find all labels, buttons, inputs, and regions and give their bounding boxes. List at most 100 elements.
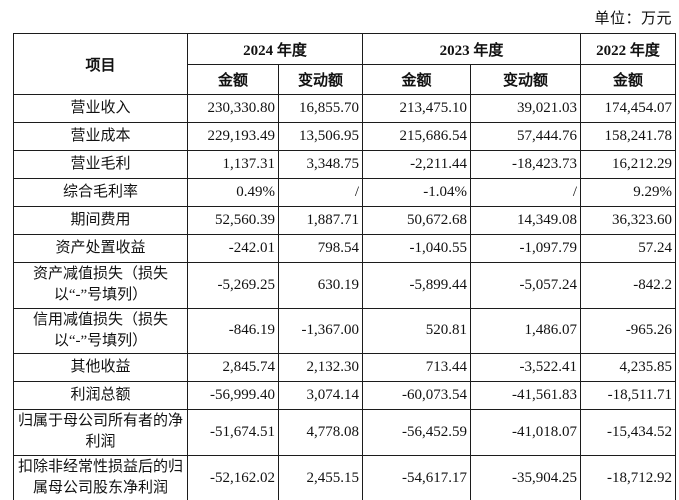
row-label-cell: 营业毛利 (13, 150, 188, 179)
table-body: 营业收入 230,330.80 16,855.70 213,475.10 39,021.… (13, 94, 677, 500)
row-label-cell: 资产处置收益 (13, 234, 188, 263)
amount-2022-cell: 158,241.78 (580, 122, 677, 151)
amount-2023-cell: 215,686.54 (362, 122, 472, 151)
change-2024-cell: 2,132.30 (277, 353, 364, 383)
table-row: 其他收益 2,845.74 2,132.30 713.44 -3,522.41 4,235… (13, 353, 677, 383)
unit-label: 单位：万元 (594, 11, 672, 27)
amount-2022-cell: -842.2 (580, 262, 677, 309)
amount-2023-cell: -1.04% (362, 178, 472, 207)
amount-2022-cell: -965.26 (580, 307, 677, 355)
change-2023-cell: -35,904.25 (470, 454, 582, 500)
row-label-cell: 营业收入 (13, 94, 188, 123)
amount-2024-cell: 230,330.80 (187, 94, 279, 123)
header-year-2024: 2024 年度 (186, 33, 364, 65)
amount-2023-cell: 520.81 (362, 307, 472, 355)
table-header: 项目 2024 年度 2023 年度 2022 年度 金额 变动额 金额 变动额… (13, 33, 677, 95)
row-label-cell: 其他收益 (13, 353, 188, 383)
amount-2023-cell: 713.44 (362, 353, 472, 383)
row-label-cell: 资产减值损失（损失以“-”号填列） (13, 262, 188, 309)
change-2024-cell: 630.19 (277, 262, 364, 309)
change-2024-cell: 13,506.95 (277, 122, 364, 151)
header-change-2024: 变动额 (277, 64, 364, 95)
change-2023-cell: -1,097.79 (470, 234, 582, 263)
amount-2024-cell: -51,674.51 (187, 409, 279, 456)
change-2024-cell: 3,348.75 (277, 150, 364, 179)
amount-2024-cell: 0.49% (187, 178, 279, 207)
row-label-cell: 归属于母公司所有者的净利润 (13, 409, 188, 456)
amount-2024-cell: 1,137.31 (187, 150, 279, 179)
amount-2022-cell: -18,712.92 (580, 454, 677, 500)
change-2024-cell: 1,887.71 (277, 206, 364, 235)
change-2023-cell: / (470, 178, 582, 207)
amount-2023-cell: 50,672.68 (362, 206, 472, 235)
header-year-2022: 2022 年度 (580, 33, 677, 65)
table-row: 归属于母公司所有者的净利润 -51,674.51 4,778.08 -56,452.5… (13, 409, 677, 456)
row-label-cell: 信用减值损失（损失以“-”号填列） (13, 307, 188, 355)
row-label-cell: 营业成本 (13, 122, 188, 151)
change-2023-cell: 39,021.03 (470, 94, 582, 123)
table-row: 营业成本 229,193.49 13,506.95 215,686.54 57,444.… (13, 122, 677, 151)
row-label-cell: 扣除非经常性损益后的归属母公司股东净利润 (13, 454, 188, 500)
header-row-years: 项目 2024 年度 2023 年度 2022 年度 (13, 33, 677, 95)
table-row: 信用减值损失（损失以“-”号填列） -846.19 -1,367.00 520.81 1… (13, 307, 677, 355)
amount-2024-cell: -846.19 (187, 307, 279, 355)
change-2023-cell: -18,423.73 (470, 150, 582, 179)
amount-2023-cell: -60,073.54 (362, 381, 472, 411)
amount-2023-cell: -1,040.55 (362, 234, 472, 263)
row-label-cell: 利润总额 (13, 381, 188, 411)
change-2024-cell: / (277, 178, 364, 207)
change-2023-cell: -41,561.83 (470, 381, 582, 411)
change-2023-cell: 14,349.08 (470, 206, 582, 235)
header-year-2023: 2023 年度 (362, 33, 582, 65)
amount-2022-cell: -15,434.52 (580, 409, 677, 456)
table-row: 综合毛利率 0.49% / -1.04%/9.29% (13, 178, 677, 207)
amount-2024-cell: -242.01 (187, 234, 279, 263)
amount-2022-cell: 174,454.07 (580, 94, 677, 123)
change-2024-cell: 798.54 (277, 234, 364, 263)
amount-2022-cell: 16,212.29 (580, 150, 677, 179)
table-row: 资产减值损失（损失以“-”号填列） -5,269.25 630.19 -5,899.4… (13, 262, 677, 309)
change-2024-cell: 4,778.08 (277, 409, 364, 456)
change-2024-cell: 16,855.70 (277, 94, 364, 123)
amount-2022-cell: 36,323.60 (580, 206, 677, 235)
amount-2024-cell: 229,193.49 (187, 122, 279, 151)
amount-2022-cell: 57.24 (580, 234, 677, 263)
header-row-measures: 金额 变动额 金额 变动额 金额 (14, 64, 677, 95)
amount-2024-cell: 2,845.74 (187, 353, 279, 383)
table-row: 资产处置收益 -242.01 798.54 -1,040.55 -1,097.79 57.… (13, 234, 677, 263)
row-label-cell: 综合毛利率 (13, 178, 188, 207)
change-2023-cell: 57,444.76 (470, 122, 582, 151)
header-amount-2024: 金额 (187, 64, 279, 95)
change-2023-cell: -3,522.41 (470, 353, 582, 383)
table-row: 扣除非经常性损益后的归属母公司股东净利润 -52,162.02 2,455.15 -5… (13, 454, 677, 500)
amount-2024-cell: 52,560.39 (187, 206, 279, 235)
amount-2023-cell: -5,899.44 (362, 262, 472, 309)
change-2024-cell: 2,455.15 (277, 454, 364, 500)
header-amount-2022: 金额 (580, 64, 677, 95)
amount-2023-cell: -2,211.44 (362, 150, 472, 179)
amount-2024-cell: -56,999.40 (187, 381, 279, 411)
amount-2024-cell: -52,162.02 (187, 454, 279, 500)
header-amount-2023: 金额 (362, 64, 472, 95)
header-change-2023: 变动额 (470, 64, 582, 95)
amount-2023-cell: -54,617.17 (362, 454, 472, 500)
amount-2024-cell: -5,269.25 (187, 262, 279, 309)
financial-table: 项目 2024 年度 2023 年度 2022 年度 金额 变动额 金额 变动额… (13, 33, 677, 500)
amount-2023-cell: -56,452.59 (362, 409, 472, 456)
change-2023-cell: -41,018.07 (470, 409, 582, 456)
table-row: 营业毛利 1,137.31 3,348.75 -2,211.44 -18,423.73 1… (13, 150, 677, 179)
table-row: 期间费用 52,560.39 1,887.71 50,672.68 14,349.08 3… (13, 206, 677, 235)
row-label-cell: 期间费用 (13, 206, 188, 235)
amount-2022-cell: 4,235.85 (580, 353, 677, 383)
amount-2023-cell: 213,475.10 (362, 94, 472, 123)
change-2023-cell: -5,057.24 (470, 262, 582, 309)
amount-2022-cell: -18,511.71 (580, 381, 677, 411)
table-row: 利润总额 -56,999.40 3,074.14 -60,073.54 -41,561.… (13, 381, 677, 411)
header-item: 项目 (13, 33, 188, 95)
table-row: 营业收入 230,330.80 16,855.70 213,475.10 39,021.… (13, 94, 677, 123)
amount-2022-cell: 9.29% (580, 178, 677, 207)
change-2024-cell: 3,074.14 (277, 381, 364, 411)
change-2023-cell: 1,486.07 (470, 307, 582, 355)
change-2024-cell: -1,367.00 (277, 307, 364, 355)
